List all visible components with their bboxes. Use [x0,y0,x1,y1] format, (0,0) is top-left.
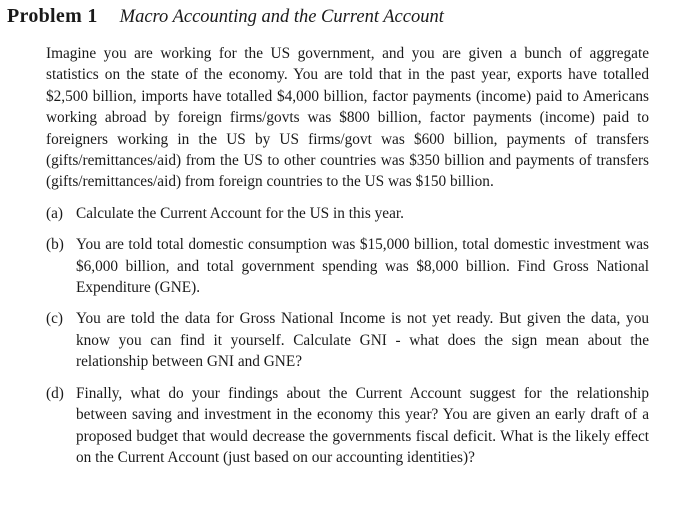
item-b-label: (b) [46,236,64,254]
problem-body: Imagine you are working for the US gover… [46,43,649,468]
list-item-d: (d) Finally, what do your findings about… [46,383,649,469]
item-a-text: Calculate the Current Account for the US… [76,204,404,222]
item-a-label: (a) [46,204,63,222]
problem-heading: Problem 1 Macro Accounting and the Curre… [7,3,649,30]
item-c-text: You are told the data for Gross National… [76,310,649,371]
item-c-label: (c) [46,310,63,328]
problem-number-label: Problem 1 [7,5,98,27]
list-item-b: (b) You are told total domestic consumpt… [46,234,649,298]
intro-paragraph: Imagine you are working for the US gover… [46,45,649,191]
problem-title: Macro Accounting and the Current Account [119,7,444,27]
list-item-c: (c) You are told the data for Gross Nati… [46,308,649,372]
item-d-text: Finally, what do your findings about the… [76,384,649,466]
item-d-label: (d) [46,384,64,402]
list-item-a: (a) Calculate the Current Account for th… [46,203,649,224]
item-b-text: You are told total domestic consumption … [76,236,649,297]
